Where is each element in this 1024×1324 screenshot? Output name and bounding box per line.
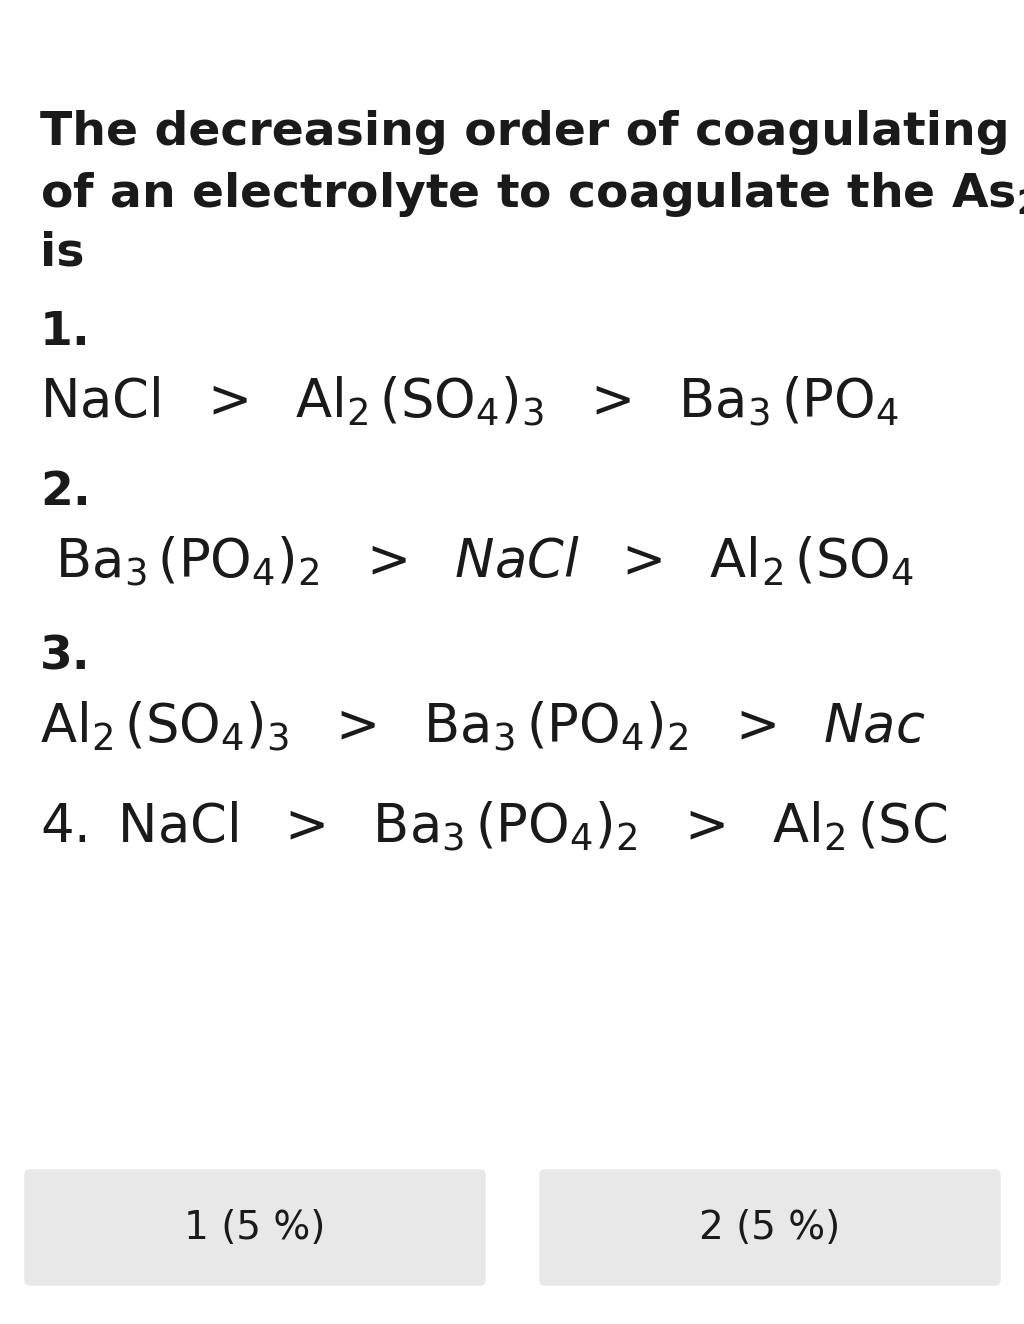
Text: of an electrolyte to coagulate the $\mathbf{As_2\,S_3}$: of an electrolyte to coagulate the $\mat…	[40, 169, 1024, 218]
Text: 3.: 3.	[40, 636, 91, 681]
Text: $\mathrm{Ba_3\,(PO_4)_2}$  $>$  $\mathit{NaCl}$  $>$  $\mathrm{Al_2\,(SO_4}$: $\mathrm{Ba_3\,(PO_4)_2}$ $>$ $\mathit{N…	[55, 535, 914, 589]
Text: $\mathrm{4.\ NaCl}$  $>$  $\mathrm{Ba_3\,(PO_4)_2}$  $>$  $\mathrm{Al_2\,(SC}$: $\mathrm{4.\ NaCl}$ $>$ $\mathrm{Ba_3\,(…	[40, 800, 947, 854]
FancyBboxPatch shape	[25, 1170, 485, 1286]
FancyBboxPatch shape	[540, 1170, 1000, 1286]
Text: The decreasing order of coagulating pow: The decreasing order of coagulating pow	[40, 110, 1024, 155]
Text: 1.: 1.	[40, 310, 91, 355]
Text: $\mathrm{Al_2\,(SO_4)_3}$  $>$  $\mathrm{Ba_3\,(PO_4)_2}$  $>$  $\mathit{Nac}$: $\mathrm{Al_2\,(SO_4)_3}$ $>$ $\mathrm{B…	[40, 700, 926, 753]
Text: 1 (5 %): 1 (5 %)	[184, 1209, 326, 1246]
Text: $\mathrm{NaCl}$  $>$  $\mathrm{Al_2\,(SO_4)_3}$  $>$  $\mathrm{Ba_3\,(PO_4}$: $\mathrm{NaCl}$ $>$ $\mathrm{Al_2\,(SO_4…	[40, 375, 899, 429]
Text: 2 (5 %): 2 (5 %)	[699, 1209, 841, 1246]
Text: 2.: 2.	[40, 470, 91, 515]
Text: is: is	[40, 230, 85, 275]
